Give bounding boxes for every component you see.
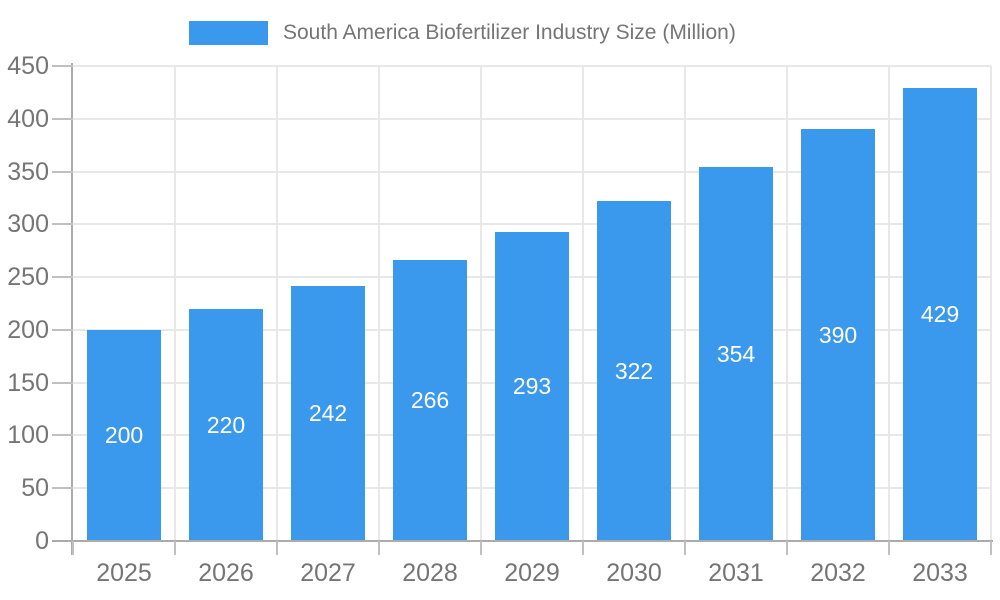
y-tick-label: 150 xyxy=(7,368,49,397)
bar-2025[interactable]: 200 xyxy=(87,330,161,541)
gridline-vertical xyxy=(684,66,686,541)
y-axis-line xyxy=(71,63,73,555)
gridline-horizontal xyxy=(73,170,991,173)
bar-2032[interactable]: 390 xyxy=(801,129,875,541)
x-axis-tick xyxy=(174,541,176,555)
y-axis-tick xyxy=(52,65,73,67)
gridline-vertical xyxy=(480,66,482,541)
gridline-vertical xyxy=(990,66,992,541)
gridline-vertical xyxy=(582,66,584,541)
x-axis-tick xyxy=(378,541,380,555)
bar-2029[interactable]: 293 xyxy=(495,232,569,541)
y-tick-label: 100 xyxy=(7,421,49,450)
y-tick-label: 300 xyxy=(7,210,49,239)
gridline-horizontal xyxy=(73,65,991,67)
x-axis-tick xyxy=(582,541,584,555)
gridline-vertical xyxy=(378,66,380,541)
y-tick-label: 400 xyxy=(7,104,49,133)
bar-value-label: 354 xyxy=(716,340,756,367)
y-tick-label: 50 xyxy=(21,474,49,503)
gridline-vertical xyxy=(276,66,278,541)
legend-swatch-icon xyxy=(189,21,268,45)
y-tick-label: 450 xyxy=(7,52,49,80)
x-tick-label: 2028 xyxy=(402,559,458,587)
x-axis-line xyxy=(52,540,993,542)
bar-value-label: 322 xyxy=(614,357,654,384)
y-tick-label: 200 xyxy=(7,315,49,344)
y-tick-label: 350 xyxy=(7,157,49,186)
legend-label: South America Biofertilizer Industry Siz… xyxy=(283,21,736,44)
y-axis-tick xyxy=(52,170,73,173)
legend: South America Biofertilizer Industry Siz… xyxy=(189,21,736,45)
x-tick-label: 2026 xyxy=(198,559,254,587)
gridline-vertical xyxy=(888,66,890,541)
x-axis-tick xyxy=(888,541,890,555)
y-axis-tick xyxy=(52,381,73,384)
gridline-horizontal xyxy=(73,117,991,120)
x-axis-tick xyxy=(276,541,278,555)
bar-2027[interactable]: 242 xyxy=(291,286,365,541)
x-tick-label: 2031 xyxy=(708,559,764,587)
x-axis-tick xyxy=(684,541,686,555)
legend-item[interactable]: South America Biofertilizer Industry Siz… xyxy=(189,21,736,45)
y-axis-tick xyxy=(52,434,73,437)
x-axis-tick xyxy=(480,541,482,555)
bar-2026[interactable]: 220 xyxy=(189,309,263,541)
x-tick-label: 2029 xyxy=(504,559,560,587)
bar-2031[interactable]: 354 xyxy=(699,167,773,541)
x-axis-tick xyxy=(72,541,74,555)
bar-value-label: 390 xyxy=(818,321,858,348)
bar-value-label: 429 xyxy=(920,301,960,327)
y-tick-label: 0 xyxy=(35,527,49,555)
y-axis-tick xyxy=(52,276,73,279)
gridline-vertical xyxy=(786,66,788,541)
y-axis-tick xyxy=(52,328,73,331)
bar-value-label: 220 xyxy=(206,411,246,438)
x-tick-label: 2025 xyxy=(96,559,152,587)
y-axis-tick xyxy=(52,223,73,226)
bar-value-label: 200 xyxy=(104,422,144,448)
x-tick-label: 2030 xyxy=(606,559,662,587)
x-tick-label: 2033 xyxy=(912,559,968,587)
x-axis-tick xyxy=(786,541,788,555)
y-axis-tick xyxy=(52,117,73,120)
x-tick-label: 2032 xyxy=(810,559,866,587)
x-axis-tick xyxy=(990,541,992,555)
bar-value-label: 266 xyxy=(410,387,450,413)
y-tick-label: 250 xyxy=(7,263,49,292)
bar-value-label: 293 xyxy=(512,373,552,399)
gridline-horizontal xyxy=(73,223,991,226)
x-tick-label: 2027 xyxy=(300,559,356,587)
y-axis-tick xyxy=(52,487,73,490)
bar-2028[interactable]: 266 xyxy=(393,260,467,541)
bar-value-label: 242 xyxy=(308,400,348,426)
bar-2033[interactable]: 429 xyxy=(903,88,977,541)
bar-2030[interactable]: 322 xyxy=(597,201,671,541)
gridline-vertical xyxy=(174,66,176,541)
